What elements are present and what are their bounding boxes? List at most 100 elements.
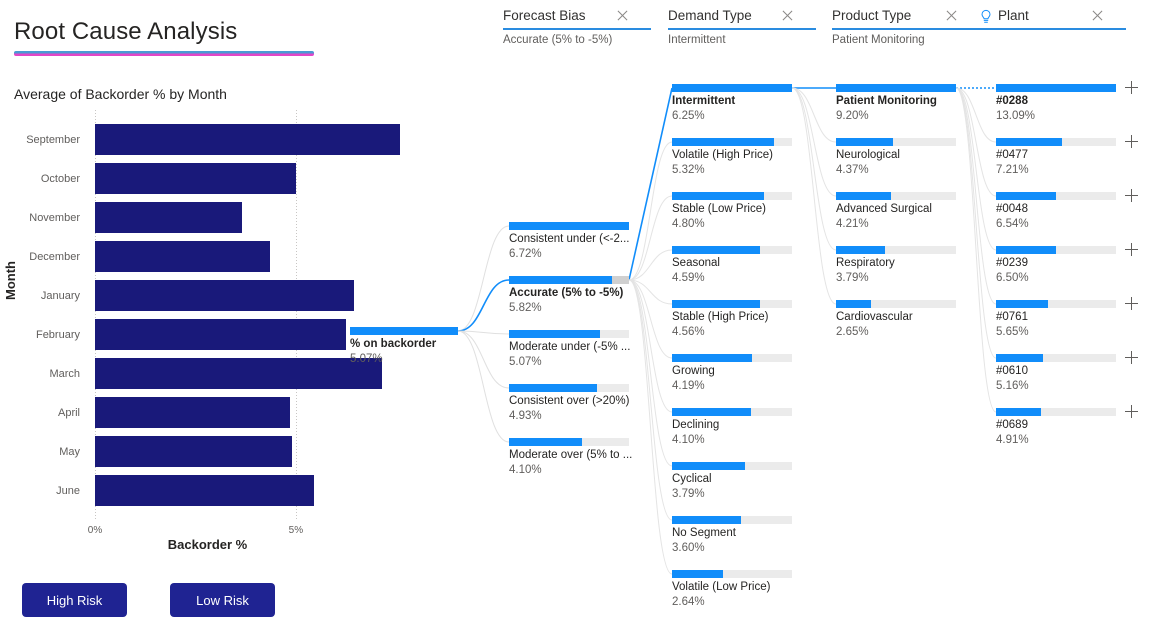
node-bar-fill bbox=[672, 138, 775, 146]
bar[interactable] bbox=[95, 202, 242, 233]
node-value: 9.20% bbox=[836, 110, 869, 122]
expand-node-plus-icon[interactable] bbox=[1125, 405, 1138, 418]
tree-node-demand-type-level[interactable]: Stable (Low Price) 4.80% bbox=[672, 192, 792, 232]
filter-selected-value: Intermittent bbox=[668, 34, 726, 46]
low-risk-button[interactable]: Low Risk bbox=[170, 583, 275, 617]
tree-node-forecast-bias-level[interactable]: Accurate (5% to -5%) 5.82% bbox=[509, 276, 629, 316]
tree-node-plant-level[interactable]: #0761 5.65% bbox=[996, 300, 1116, 340]
tree-node-product-type-level[interactable]: Cardiovascular 2.65% bbox=[836, 300, 956, 340]
tree-root-node[interactable]: % on backorder 5.07% bbox=[350, 327, 458, 367]
tree-node-plant-level[interactable]: #0477 7.21% bbox=[996, 138, 1116, 178]
tree-connector bbox=[955, 87, 997, 305]
node-label: #0610 bbox=[996, 365, 1028, 377]
node-bar-fill bbox=[672, 192, 765, 200]
expand-node-plus-icon[interactable] bbox=[1125, 297, 1138, 310]
node-value: 5.07% bbox=[350, 353, 383, 365]
tree-node-plant-level[interactable]: #0610 5.16% bbox=[996, 354, 1116, 394]
tree-node-forecast-bias-level[interactable]: Consistent over (>20%) 4.93% bbox=[509, 384, 630, 424]
node-label: Intermittent bbox=[672, 95, 736, 107]
node-bar-fill bbox=[672, 462, 745, 470]
node-value: 5.65% bbox=[996, 326, 1029, 338]
tree-node-product-type-level[interactable]: Neurological 4.37% bbox=[836, 138, 956, 178]
tree-node-product-type-level[interactable]: Respiratory 3.79% bbox=[836, 246, 956, 286]
node-bar-fill bbox=[836, 246, 886, 254]
node-bar-track bbox=[836, 300, 956, 308]
node-bar-fill bbox=[672, 354, 753, 362]
filter-title: Forecast Bias bbox=[503, 8, 586, 23]
bar[interactable] bbox=[95, 397, 290, 428]
node-bar-track bbox=[672, 246, 792, 254]
node-value: 4.59% bbox=[672, 272, 705, 284]
node-value: 6.72% bbox=[509, 248, 542, 260]
tree-connector bbox=[628, 279, 673, 305]
tree-node-forecast-bias-level[interactable]: Moderate over (5% to ... 4.10% bbox=[509, 438, 632, 478]
tree-node-plant-level[interactable]: #0239 6.50% bbox=[996, 246, 1116, 286]
tree-node-demand-type-level[interactable]: Cyclical 3.79% bbox=[672, 462, 792, 502]
tree-connector bbox=[955, 87, 997, 413]
filter-header: Forecast Bias bbox=[503, 8, 651, 30]
bar[interactable] bbox=[95, 436, 292, 467]
bar[interactable] bbox=[95, 241, 270, 272]
filter-underline bbox=[978, 28, 1126, 30]
bar[interactable] bbox=[95, 124, 401, 155]
tree-node-forecast-bias-level[interactable]: Consistent under (<-2... 6.72% bbox=[509, 222, 630, 262]
node-bar-track bbox=[996, 300, 1116, 308]
bar[interactable] bbox=[95, 475, 314, 506]
tree-connector bbox=[791, 87, 837, 197]
node-bar-fill bbox=[509, 330, 600, 338]
tree-node-plant-level[interactable]: #0689 4.91% bbox=[996, 408, 1116, 448]
bar[interactable] bbox=[95, 163, 296, 194]
expand-node-plus-icon[interactable] bbox=[1125, 81, 1138, 94]
x-axis-tick: 5% bbox=[288, 525, 304, 536]
bar-chart-title: Average of Backorder % by Month bbox=[14, 86, 227, 102]
node-bar-track bbox=[672, 570, 792, 578]
filter-card-demand-type[interactable]: Demand Type Intermittent bbox=[668, 8, 816, 54]
bar[interactable] bbox=[95, 280, 355, 311]
expand-node-plus-icon[interactable] bbox=[1125, 189, 1138, 202]
tree-node-demand-type-level[interactable]: No Segment 3.60% bbox=[672, 516, 792, 556]
tree-node-demand-type-level[interactable]: Seasonal 4.59% bbox=[672, 246, 792, 286]
tree-node-product-type-level[interactable]: Advanced Surgical 4.21% bbox=[836, 192, 956, 232]
x-axis-title: Backorder % bbox=[167, 537, 248, 552]
tree-node-demand-type-level[interactable]: Declining 4.10% bbox=[672, 408, 792, 448]
node-bar-track bbox=[509, 276, 629, 284]
high-risk-button[interactable]: High Risk bbox=[22, 583, 127, 617]
node-bar-fill bbox=[672, 516, 742, 524]
bar[interactable] bbox=[95, 358, 383, 389]
node-label: Stable (Low Price) bbox=[672, 203, 766, 215]
tree-node-product-type-level[interactable]: Patient Monitoring 9.20% bbox=[836, 84, 956, 124]
node-bar-track bbox=[672, 354, 792, 362]
node-bar-fill bbox=[509, 438, 583, 446]
expand-node-plus-icon[interactable] bbox=[1125, 135, 1138, 148]
filter-card-product-type[interactable]: Product Type Patient Monitoring bbox=[832, 8, 980, 54]
tree-node-demand-type-level[interactable]: Intermittent 6.25% bbox=[672, 84, 792, 124]
tree-node-plant-level[interactable]: #0288 13.09% bbox=[996, 84, 1116, 124]
node-bar-fill bbox=[996, 354, 1044, 362]
tree-connector bbox=[628, 279, 673, 413]
tree-node-plant-level[interactable]: #0048 6.54% bbox=[996, 192, 1116, 232]
node-bar-track bbox=[672, 300, 792, 308]
tree-connector bbox=[628, 87, 673, 281]
tree-node-forecast-bias-level[interactable]: Moderate under (-5% ... 5.07% bbox=[509, 330, 630, 370]
filter-card-forecast-bias[interactable]: Forecast Bias Accurate (5% to -5%) bbox=[503, 8, 651, 54]
node-label: #0477 bbox=[996, 149, 1028, 161]
node-bar-track bbox=[836, 138, 956, 146]
tree-connector bbox=[457, 330, 510, 389]
tree-node-demand-type-level[interactable]: Stable (High Price) 4.56% bbox=[672, 300, 792, 340]
bar[interactable] bbox=[95, 319, 347, 350]
expand-node-plus-icon[interactable] bbox=[1125, 351, 1138, 364]
node-label: #0288 bbox=[996, 95, 1028, 107]
node-bar-track bbox=[672, 138, 792, 146]
node-label: #0048 bbox=[996, 203, 1028, 215]
tree-node-demand-type-level[interactable]: Volatile (High Price) 5.32% bbox=[672, 138, 792, 178]
node-value: 2.64% bbox=[672, 596, 705, 608]
expand-node-plus-icon[interactable] bbox=[1125, 243, 1138, 256]
filter-header: Plant bbox=[978, 8, 1126, 30]
node-label: #0689 bbox=[996, 419, 1028, 431]
tree-connector bbox=[791, 87, 837, 251]
filter-underline bbox=[503, 28, 651, 30]
filter-card-plant[interactable]: Plant bbox=[978, 8, 1126, 54]
tree-node-demand-type-level[interactable]: Growing 4.19% bbox=[672, 354, 792, 394]
tree-node-demand-type-level[interactable]: Volatile (Low Price) 2.64% bbox=[672, 570, 792, 610]
node-bar-track bbox=[672, 462, 792, 470]
